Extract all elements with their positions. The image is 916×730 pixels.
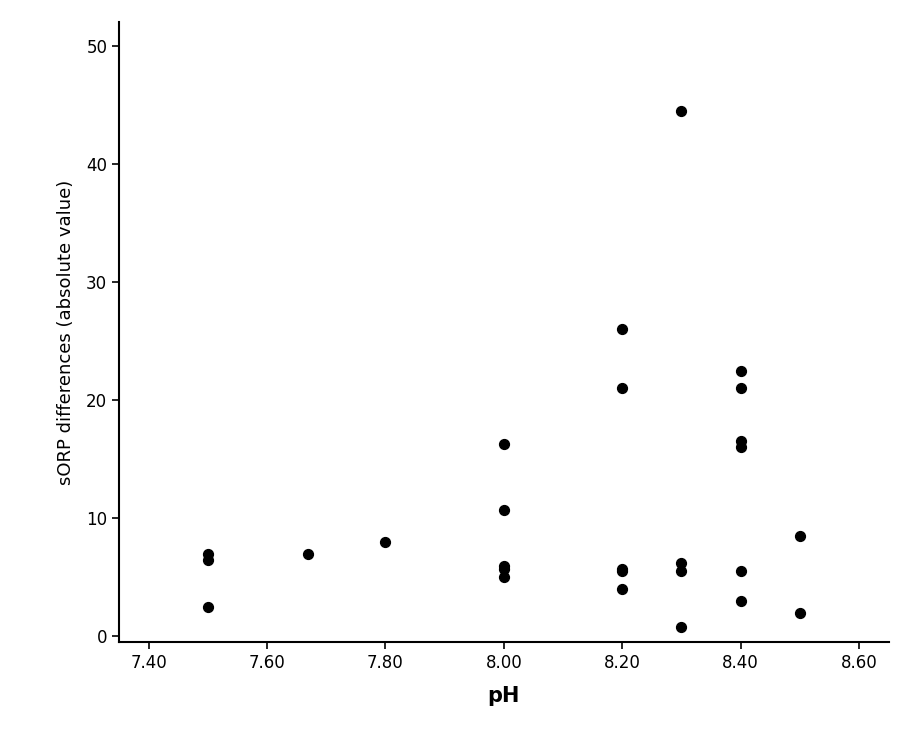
Point	[733, 595, 747, 607]
Point	[674, 558, 689, 569]
Point	[674, 621, 689, 633]
Point	[615, 323, 629, 335]
Point	[733, 436, 747, 447]
Point	[733, 365, 747, 377]
Point	[201, 548, 215, 560]
X-axis label: pH: pH	[487, 686, 520, 706]
Point	[733, 442, 747, 453]
Point	[496, 438, 511, 450]
Point	[615, 566, 629, 577]
Point	[615, 564, 629, 575]
Point	[496, 560, 511, 572]
Point	[201, 554, 215, 566]
Y-axis label: sORP differences (absolute value): sORP differences (absolute value)	[57, 180, 75, 485]
Point	[496, 572, 511, 583]
Point	[496, 564, 511, 575]
Point	[674, 566, 689, 577]
Point	[792, 607, 807, 619]
Point	[301, 548, 316, 560]
Point	[201, 601, 215, 612]
Point	[733, 566, 747, 577]
Point	[792, 530, 807, 542]
Point	[674, 104, 689, 116]
Point	[733, 383, 747, 394]
Point	[378, 536, 393, 548]
Point	[615, 583, 629, 595]
Point	[496, 504, 511, 516]
Point	[615, 383, 629, 394]
